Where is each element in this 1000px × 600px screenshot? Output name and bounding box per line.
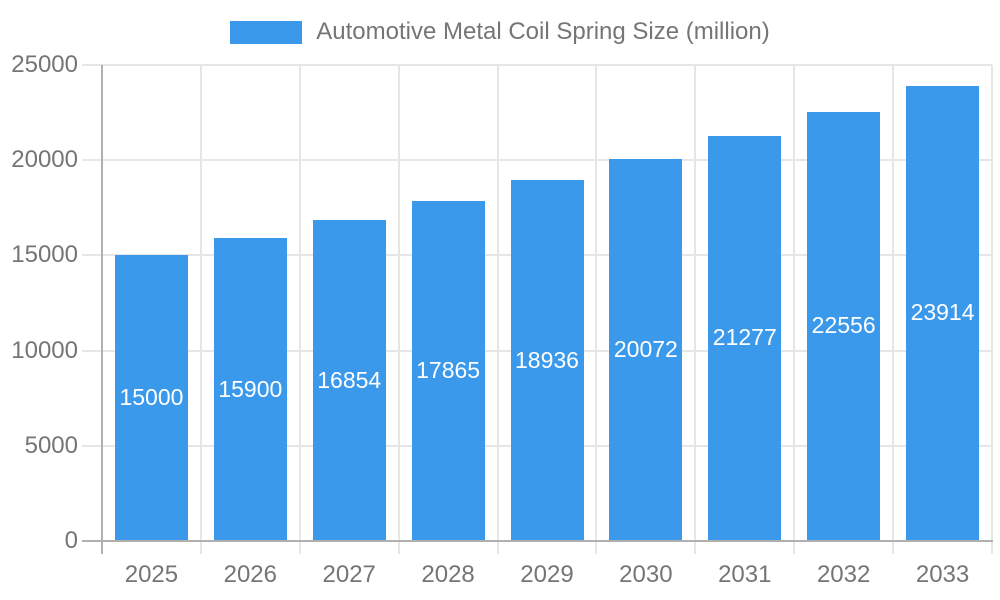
- x-axis-tick-label: 2032: [816, 561, 871, 588]
- bar[interactable]: 21277: [708, 135, 782, 540]
- x-axis-tick-label: 2031: [718, 561, 772, 588]
- gridline-vertical: [892, 65, 895, 554]
- gridline-vertical: [496, 65, 499, 554]
- bar-value-label: 18936: [515, 346, 579, 373]
- bar[interactable]: 22556: [807, 111, 881, 540]
- y-axis-tick-label: 5000: [24, 431, 78, 459]
- bar[interactable]: 15000: [114, 255, 188, 540]
- x-axis-tick-label: 2028: [421, 561, 475, 588]
- y-axis-tick-label: 20000: [11, 146, 78, 174]
- gridline-vertical: [298, 65, 301, 554]
- y-axis-tick-label: 15000: [11, 241, 78, 269]
- bar-value-label: 15000: [119, 384, 184, 411]
- legend[interactable]: Automotive Metal Coil Spring Size (milli…: [0, 18, 1000, 46]
- gridline-vertical: [991, 65, 993, 554]
- x-axis-line: [82, 540, 993, 542]
- bar-value-label: 22556: [811, 312, 876, 339]
- bar[interactable]: 15900: [213, 238, 287, 540]
- bar-value-label: 21277: [712, 324, 777, 351]
- gridline-vertical: [397, 65, 400, 554]
- bar[interactable]: 17865: [411, 200, 485, 540]
- bar[interactable]: 20072: [609, 158, 683, 540]
- bar[interactable]: 18936: [510, 180, 584, 540]
- bar-value-label: 16854: [317, 366, 382, 393]
- legend-label: Automotive Metal Coil Spring Size (milli…: [316, 18, 770, 45]
- legend-swatch-icon: [230, 20, 303, 44]
- x-axis-tick-label: 2025: [124, 561, 179, 588]
- gridline-horizontal: [82, 159, 992, 162]
- y-axis-tick-label: 10000: [11, 336, 78, 364]
- x-axis-tick-label: 2033: [915, 561, 970, 588]
- bar[interactable]: 16854: [312, 220, 386, 540]
- x-axis-tick-label: 2027: [322, 561, 376, 588]
- y-axis-tick-label: 0: [64, 527, 78, 554]
- gridline-vertical: [199, 65, 202, 554]
- y-axis-tick-label: 25000: [11, 51, 78, 78]
- bar[interactable]: 23914: [906, 85, 980, 540]
- bar-value-label: 23914: [910, 299, 975, 326]
- x-axis-tick-label: 2029: [520, 561, 574, 588]
- gridline-horizontal: [82, 64, 992, 66]
- bar-value-label: 15900: [218, 375, 283, 402]
- bar-value-label: 20072: [613, 335, 678, 362]
- y-axis-line: [101, 65, 103, 554]
- x-axis-tick-label: 2030: [619, 561, 673, 588]
- gridline-vertical: [694, 65, 697, 554]
- bar-value-label: 17865: [416, 356, 481, 383]
- x-axis-tick-label: 2026: [223, 561, 277, 588]
- gridline-vertical: [595, 65, 598, 554]
- gridline-vertical: [793, 65, 796, 554]
